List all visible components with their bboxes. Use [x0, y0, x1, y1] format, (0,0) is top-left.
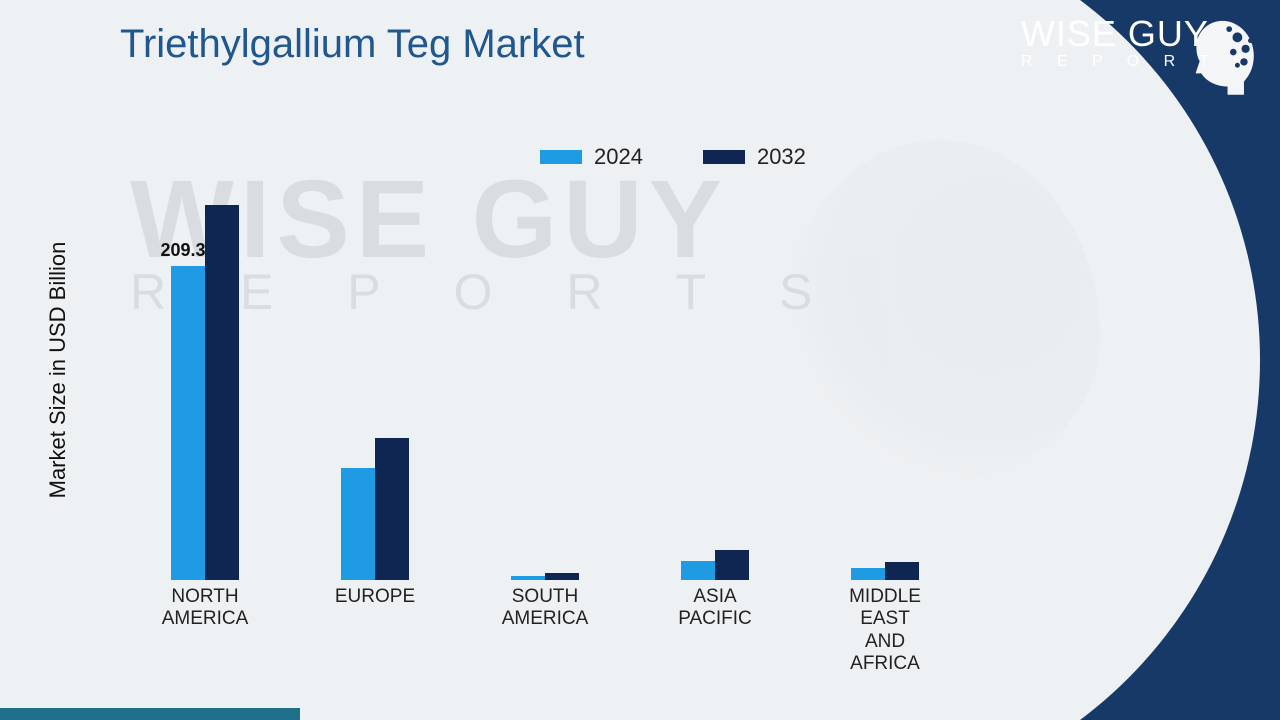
bar-wrap	[681, 561, 715, 581]
bar	[715, 550, 749, 580]
category-label: EUROPE	[300, 586, 450, 608]
category-label: ASIAPACIFIC	[640, 586, 790, 631]
plot-area: 209.36NORTHAMERICAEUROPESOUTHAMERICAASIA…	[100, 190, 950, 580]
bar-group: 209.36NORTHAMERICA	[130, 190, 280, 580]
legend-label-2032: 2032	[757, 144, 806, 170]
category-label: SOUTHAMERICA	[470, 586, 620, 631]
bar-group: EUROPE	[300, 190, 450, 580]
chart-page: WISE GUY R E P O R T S Triethylgallium T…	[0, 0, 1280, 720]
legend-swatch-2024	[540, 150, 582, 164]
bar-wrap	[715, 550, 749, 580]
bar-pair: 209.36	[171, 205, 239, 580]
bar-pair	[341, 438, 409, 581]
logo-line2: R E P O R T S	[1021, 54, 1254, 70]
bar	[341, 468, 375, 581]
bar-group: SOUTHAMERICA	[470, 190, 620, 580]
bar	[171, 266, 205, 580]
bar-wrap	[205, 205, 239, 580]
bar	[885, 562, 919, 580]
bar-pair	[851, 562, 919, 580]
bar-pair	[681, 550, 749, 580]
bar	[511, 576, 545, 581]
bar	[205, 205, 239, 580]
bar-wrap	[375, 438, 409, 581]
bar	[375, 438, 409, 581]
bar-wrap	[511, 576, 545, 581]
bottom-accent	[0, 708, 300, 720]
bar-group: MIDDLEEASTANDAFRICA	[810, 190, 960, 580]
bar	[851, 568, 885, 580]
bar	[545, 573, 579, 581]
bar-group: ASIAPACIFIC	[640, 190, 790, 580]
bar	[681, 561, 715, 581]
brand-logo: WISE GUY R E P O R T S	[1021, 16, 1254, 70]
y-axis-label: Market Size in USD Billion	[45, 242, 71, 499]
bar-wrap	[545, 573, 579, 581]
bar-wrap	[341, 468, 375, 581]
bar-wrap: 209.36	[171, 266, 205, 580]
legend-item-2032: 2032	[703, 144, 806, 170]
chart-title: Triethylgallium Teg Market	[120, 22, 585, 67]
legend-label-2024: 2024	[594, 144, 643, 170]
bar-wrap	[851, 568, 885, 580]
legend-swatch-2032	[703, 150, 745, 164]
legend: 2024 2032	[540, 144, 806, 170]
logo-line1: WISE GUY	[1021, 16, 1254, 52]
bar-wrap	[885, 562, 919, 580]
category-label: MIDDLEEASTANDAFRICA	[810, 586, 960, 676]
legend-item-2024: 2024	[540, 144, 643, 170]
category-label: NORTHAMERICA	[130, 586, 280, 631]
bar-pair	[511, 573, 579, 581]
